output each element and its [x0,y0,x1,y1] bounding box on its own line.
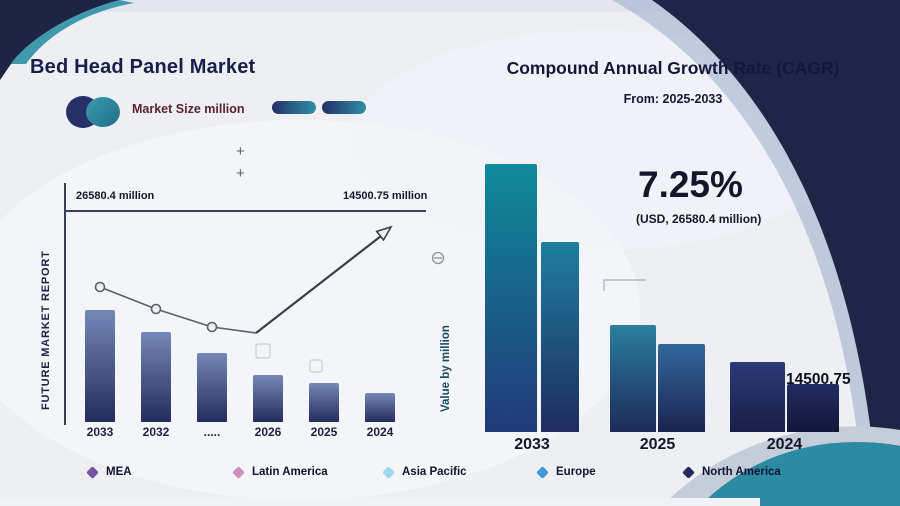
mea-diamond-icon [86,465,99,479]
legend-pill-right [322,101,366,114]
market-bar-2032 [141,332,171,422]
legend-item-europe: Europe [536,465,596,479]
legend-label-europe: Europe [556,466,596,478]
legend-label-asia-pacific: Asia Pacific [402,466,467,478]
cagr-bar-2024-2 [787,384,839,432]
market-x-label-5: 2024 [366,425,394,439]
market-x-label-4: 2025 [310,425,338,439]
north-america-diamond-icon [682,465,695,479]
legend-item-north-america: North America [682,465,781,479]
market-size-chart: 2033 2032..... 2026 2025 2024 [60,180,430,455]
market-size-legend-label: Market Size million [132,102,245,116]
market-size-icon [66,96,122,128]
market-bar-2033 [85,310,115,422]
legend-pill-left [272,101,316,114]
cagr-x-label-2033: 2033 [514,436,550,453]
market-bar-..... [197,353,227,422]
cagr-chart: 2033 2025 2024 [470,160,870,460]
market-bar-2024 [365,393,395,422]
cagr-bar-2033-2 [541,242,579,432]
legend-label-latin-america: Latin America [252,466,328,478]
asia-pacific-diamond-icon [382,465,395,479]
market-bar-2025 [309,383,339,422]
market-x-label-0: 2033 [86,425,114,439]
cagr-bar-2024-1 [730,362,785,432]
latin-america-diamond-icon [232,465,245,479]
cylinder-teal-shape [86,97,120,127]
cagr-bar-2025-2 [658,344,705,432]
legend-label-north-america: North America [702,466,781,478]
cagr-title: Compound Annual Growth Rate (CAGR) [506,58,840,78]
cagr-bar-2025-1 [610,325,656,432]
value-by-million-label: Value by million [440,325,452,412]
market-x-label-3: 2026 [254,425,282,439]
market-x-label-2: ..... [203,425,221,439]
legend-item-asia-pacific: Asia Pacific [382,465,467,479]
legend-item-mea: MEA [86,465,132,479]
legend-item-latin-america: Latin America [232,465,328,479]
cagr-x-label-2025: 2025 [639,436,676,453]
market-bar-2026 [253,375,283,422]
page-title: Bed Head Panel Market [30,56,256,78]
cagr-x-label-2024: 2024 [766,436,803,453]
cagr-subtitle: From: 2025-2033 [623,92,723,106]
future-market-report-label: FUTURE MARKET REPORT [40,250,52,410]
market-x-label-1: 2032 [142,425,170,439]
europe-diamond-icon [536,465,549,479]
legend-label-mea: MEA [106,466,132,478]
cagr-bar-2033-1 [485,164,537,432]
